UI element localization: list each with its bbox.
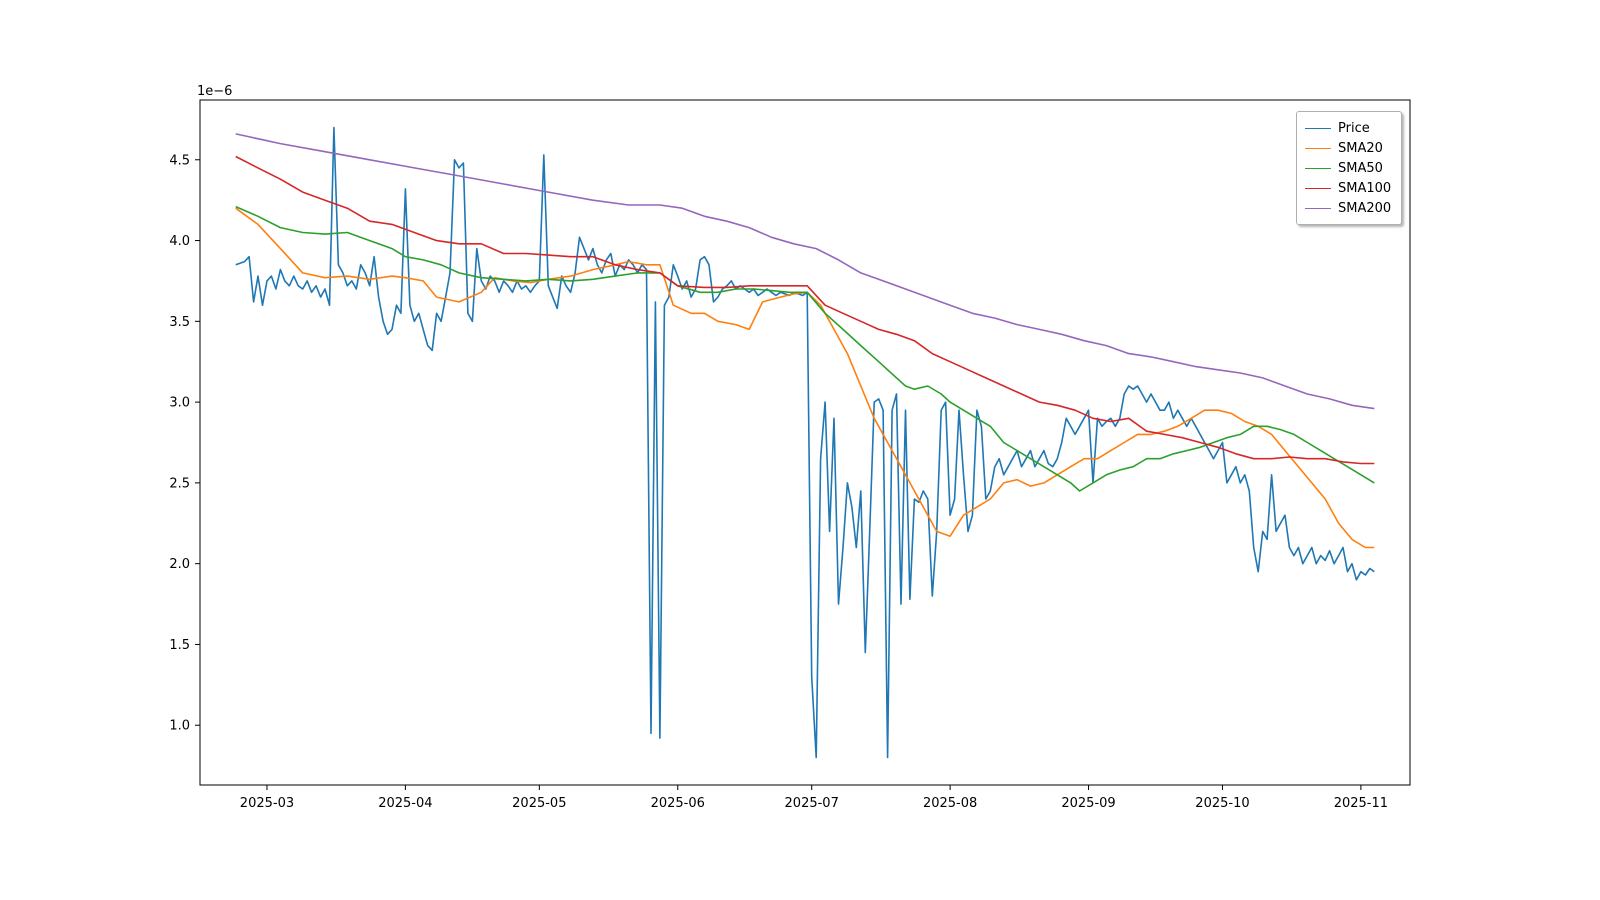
legend-entry-sma50: SMA50	[1305, 158, 1391, 178]
legend-entry-sma200: SMA200	[1305, 198, 1391, 218]
legend-line-sample	[1305, 127, 1331, 129]
x-tick-label: 2025-07	[785, 796, 839, 811]
x-tick-label: 2025-05	[512, 796, 566, 811]
legend-entry-price: Price	[1305, 118, 1391, 138]
series-line-price	[235, 126, 1375, 759]
x-tick-label: 2025-11	[1334, 796, 1388, 811]
series-line-sma200	[235, 133, 1375, 410]
series-line-sma50	[235, 205, 1375, 492]
series-line-sma100	[235, 155, 1375, 465]
x-tick-label: 2025-09	[1061, 796, 1115, 811]
legend-entry-sma100: SMA100	[1305, 178, 1391, 198]
axis-offset-label: 1e−6	[197, 84, 233, 99]
y-tick-label: 4.5	[169, 153, 190, 168]
legend-line-sample	[1305, 147, 1331, 149]
x-tick-label: 2025-08	[923, 796, 977, 811]
legend-label: SMA20	[1338, 140, 1383, 156]
x-tick-label: 2025-06	[651, 796, 705, 811]
legend: Price SMA20 SMA50 SMA100 SMA200	[1296, 111, 1403, 225]
y-tick-label: 2.5	[169, 476, 190, 491]
axes-spines	[199, 99, 1411, 786]
y-tick-label: 1.0	[169, 719, 190, 734]
y-tick-label: 4.0	[169, 234, 190, 249]
y-tick-label: 2.0	[169, 557, 190, 572]
legend-line-sample	[1305, 207, 1331, 209]
legend-label: SMA100	[1338, 180, 1392, 196]
legend-line-sample	[1305, 187, 1331, 189]
legend-line-sample	[1305, 167, 1331, 169]
y-tick-label: 3.5	[169, 315, 190, 330]
series-line-sma20	[235, 207, 1375, 549]
legend-entry-sma20: SMA20	[1305, 138, 1391, 158]
legend-label: Price	[1338, 120, 1370, 136]
y-tick-label: 3.0	[169, 396, 190, 411]
legend-label: SMA50	[1338, 160, 1383, 176]
x-tick-label: 2025-03	[240, 796, 294, 811]
y-tick-label: 1.5	[169, 638, 190, 653]
x-tick-label: 2025-10	[1195, 796, 1249, 811]
legend-label: SMA200	[1338, 200, 1392, 216]
x-tick-label: 2025-04	[378, 796, 432, 811]
